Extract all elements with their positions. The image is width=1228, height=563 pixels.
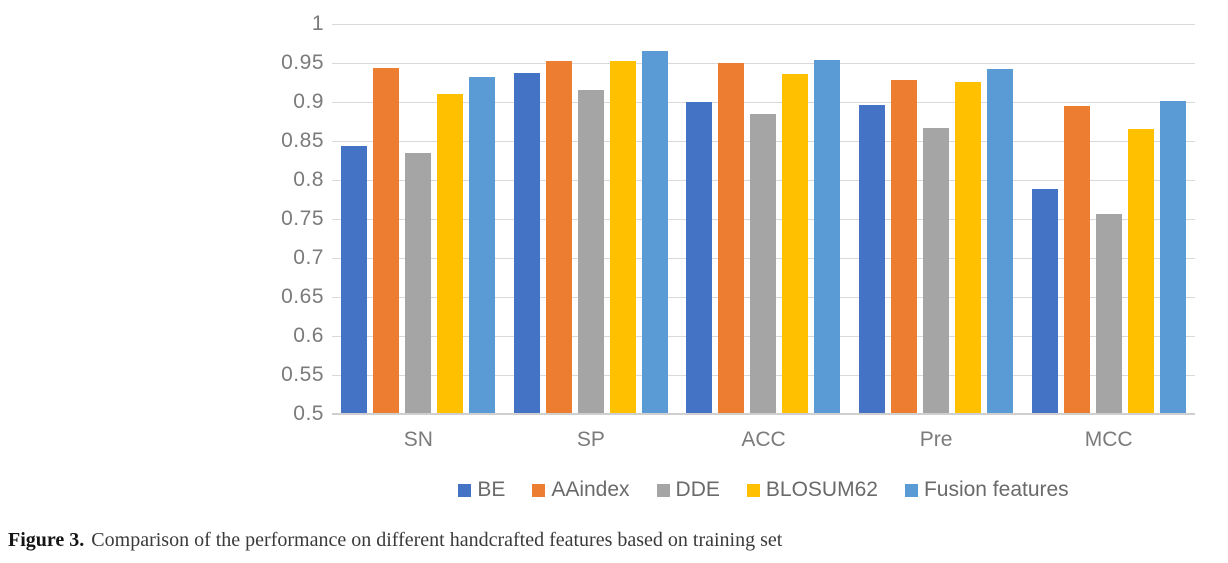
legend-swatch-fusion-features: [904, 483, 918, 497]
legend-label-dde: DDE: [675, 478, 720, 501]
legend-label-blosum62: BLOSUM62: [765, 478, 878, 501]
bar-fusion-features-sn: [469, 77, 496, 414]
bar-dde-mcc: [1095, 213, 1122, 414]
bar-dde-pre: [923, 127, 950, 414]
bar-aaindex-sn: [373, 67, 400, 414]
bar-dde-acc: [750, 113, 777, 414]
bar-be-sp: [513, 73, 540, 414]
chart-legend: BE AAindex DDE BLOSUM62 Fusion features: [332, 478, 1195, 502]
bar-group-acc: [677, 24, 850, 414]
chart-plot-area: 1 0.95 0.9 0.85 0.8 0.75 0.7 0.65 0.6 0.55 0.5 SN S…: [281, 12, 1195, 451]
legend-item-blosum62: BLOSUM62: [746, 478, 878, 502]
bar-aaindex-mcc: [1063, 105, 1090, 414]
bar-blosum62-acc: [782, 73, 809, 414]
gridline: [332, 24, 1195, 25]
bar-group-pre: [850, 24, 1023, 414]
legend-label-fusion-features: Fusion features: [923, 478, 1069, 501]
bar-aaindex-acc: [718, 63, 745, 414]
bar-aaindex-sp: [545, 61, 572, 414]
bar-be-pre: [859, 105, 886, 414]
y-axis-tick-label: 0.5: [293, 402, 324, 425]
bar-fusion-features-mcc: [1159, 101, 1186, 414]
gridline: [332, 102, 1195, 103]
legend-item-fusion-features: Fusion features: [904, 478, 1069, 502]
legend-label-aaindex: AAindex: [551, 478, 630, 501]
y-axis-tick-label: 0.9: [293, 90, 324, 113]
bar-fusion-features-acc: [814, 59, 841, 414]
x-axis-category-label-sn: SN: [403, 428, 433, 451]
figure-caption-label: Figure 3.: [8, 529, 85, 551]
bar-blosum62-mcc: [1127, 128, 1154, 414]
bar-aaindex-pre: [891, 80, 918, 414]
y-axis-tick-label: 0.75: [281, 207, 324, 230]
legend-swatch-aaindex: [532, 483, 546, 497]
legend-swatch-blosum62: [746, 483, 760, 497]
bar-blosum62-sn: [437, 94, 464, 414]
y-axis-tick-label: 1: [311, 12, 324, 35]
bar-dde-sn: [405, 152, 432, 414]
y-axis-tick-label: 0.85: [281, 129, 324, 152]
x-axis-category-label-pre: Pre: [919, 428, 953, 451]
legend-label-be: BE: [477, 478, 506, 501]
bar-be-acc: [686, 102, 713, 414]
bar-be-sn: [341, 145, 368, 414]
y-axis-tick-label: 0.95: [281, 51, 324, 74]
gridline: [332, 63, 1195, 64]
bar-fusion-features-sp: [641, 50, 668, 414]
bar-blosum62-pre: [955, 81, 982, 414]
bar-be-mcc: [1031, 188, 1058, 414]
x-axis-category-label-sp: SP: [576, 428, 605, 451]
x-axis-category-label-acc: ACC: [741, 428, 786, 451]
y-axis-tick-label: 0.65: [281, 285, 324, 308]
y-axis-tick-label: 0.7: [293, 246, 324, 269]
legend-item-aaindex: AAindex: [532, 478, 630, 502]
bar-dde-sp: [577, 89, 604, 414]
figure-caption-text: Comparison of the performance on differe…: [91, 529, 783, 551]
legend-swatch-be: [458, 483, 472, 497]
bar-group-mcc: [1022, 24, 1195, 414]
legend-item-be: BE: [458, 478, 505, 502]
x-axis-line: [332, 413, 1195, 415]
x-axis-category-label-mcc: MCC: [1084, 428, 1133, 451]
bar-blosum62-sp: [609, 61, 636, 414]
bar-fusion-features-pre: [987, 69, 1014, 414]
y-axis-tick-label: 0.8: [293, 168, 324, 191]
figure-caption: Figure 3. Comparison of the performance o…: [8, 529, 1218, 552]
bar-group-sn: [332, 24, 505, 414]
legend-item-dde: DDE: [656, 478, 720, 502]
legend-swatch-dde: [656, 483, 670, 497]
y-axis-tick-label: 0.55: [281, 363, 324, 386]
y-axis-tick-label: 0.6: [293, 324, 324, 347]
bar-group-sp: [505, 24, 678, 414]
